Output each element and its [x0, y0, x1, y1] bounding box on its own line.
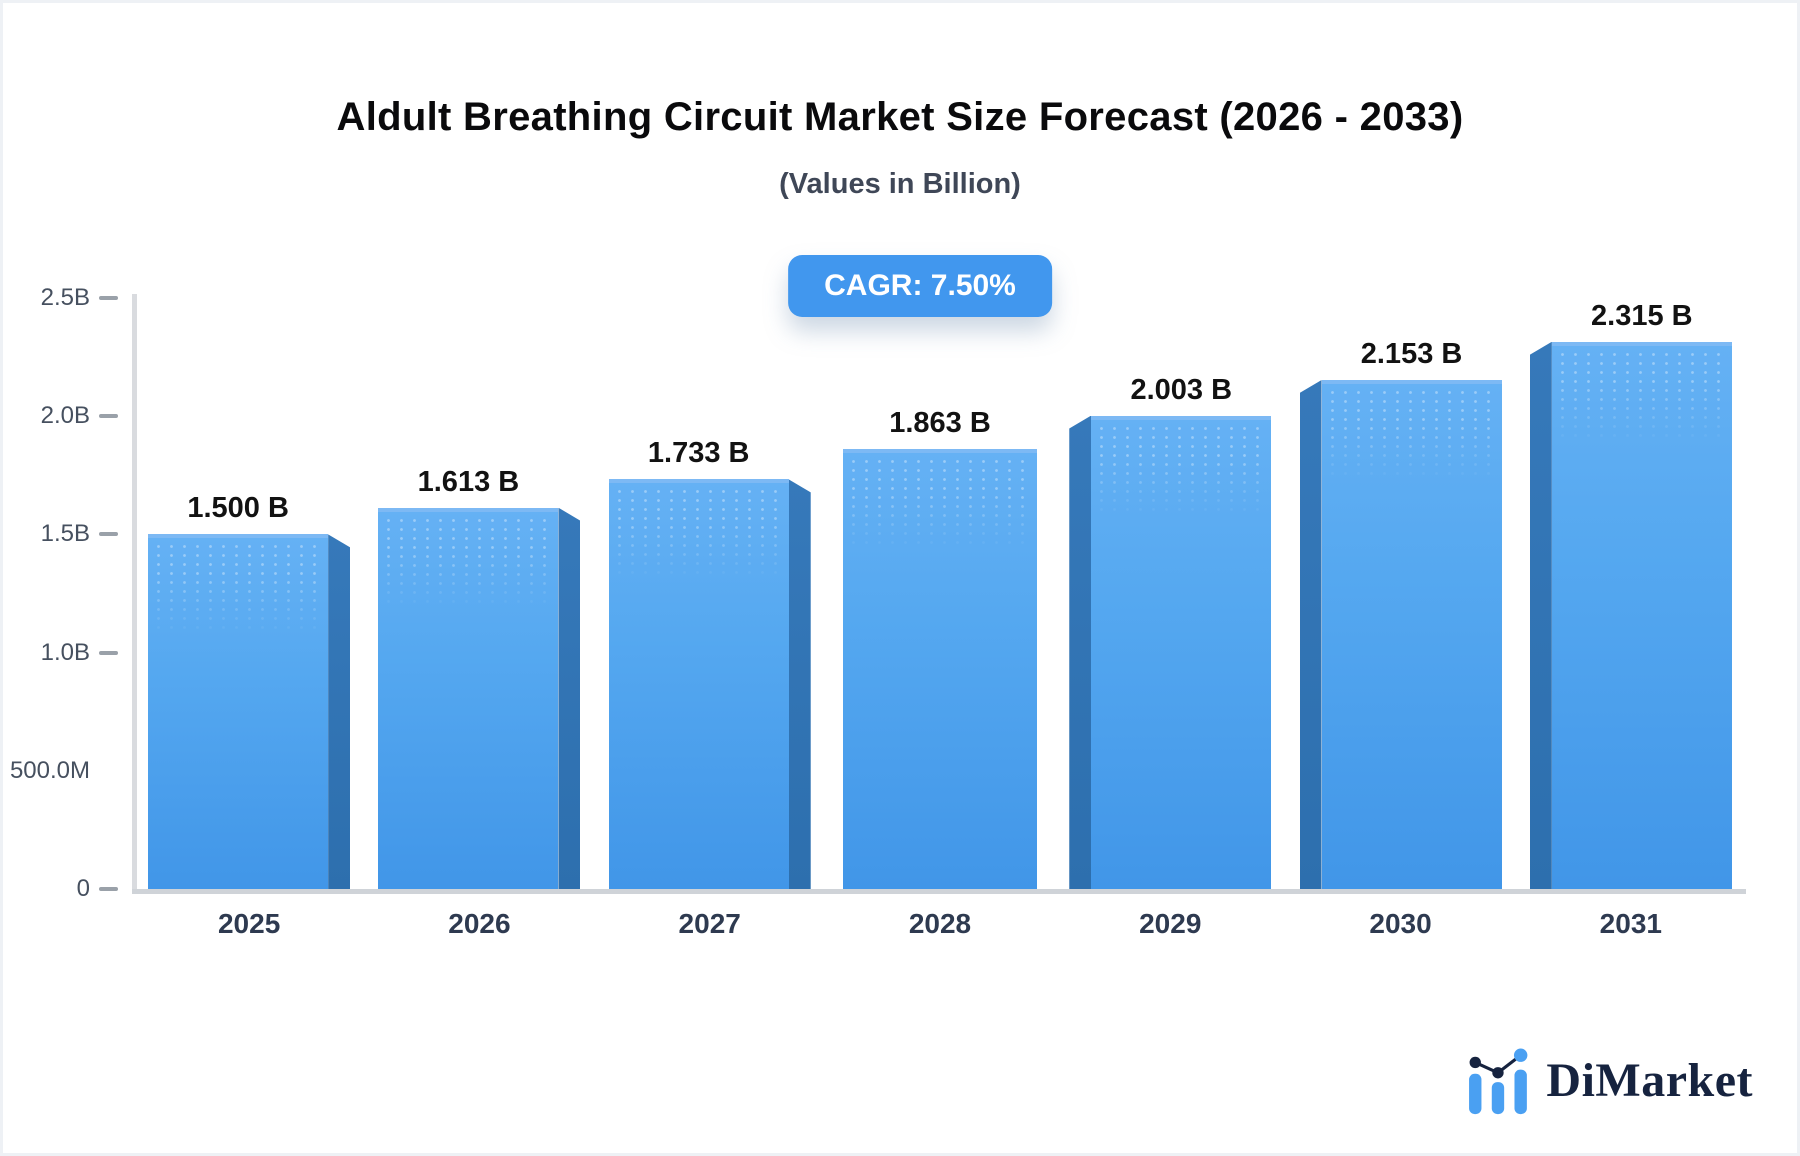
y-tick-dash — [99, 296, 118, 300]
value-label-2030: 2.153 B — [1360, 338, 1463, 371]
bar-side-3d — [1529, 341, 1552, 889]
bar-face — [1321, 380, 1502, 889]
bar-chart-icon — [1469, 1048, 1528, 1115]
value-label-2029: 2.003 B — [1130, 373, 1233, 406]
bar-slot: 1.613 B — [364, 298, 594, 889]
bar-2028: 1.863 B — [839, 407, 1041, 889]
bar-slot: 2.153 B — [1285, 298, 1515, 889]
bar-face — [608, 479, 789, 889]
bar-slot: 1.733 B — [595, 298, 825, 889]
bar-slot: 1.863 B — [825, 298, 1055, 889]
bar-face — [148, 534, 329, 889]
bar-2026: 1.613 B — [378, 466, 581, 889]
value-label-2028: 1.863 B — [889, 406, 991, 439]
bar-2029: 2.003 B — [1069, 374, 1272, 889]
value-label-2031: 2.315 B — [1591, 299, 1693, 332]
x-axis-line — [132, 889, 1746, 894]
x-label-2030: 2030 — [1369, 908, 1432, 939]
bar-2027: 1.733 B — [608, 437, 811, 889]
bar-side-3d — [558, 507, 581, 889]
bar-face — [842, 448, 1037, 889]
y-tick-label: 2.5B — [40, 284, 90, 311]
x-label-2026: 2026 — [448, 908, 511, 939]
x-label-2029: 2029 — [1139, 908, 1202, 939]
bar-side-3d — [788, 479, 811, 889]
bars-container: 1.500 B 1.613 B 1.733 B 1.863 B 2.003 B 2.153… — [134, 298, 1746, 889]
chart-subtitle: (Values in Billion) — [779, 168, 1021, 200]
chart-title: Aldult Breathing Circuit Market Size For… — [336, 95, 1464, 139]
bar-side-3d — [328, 534, 351, 889]
bar-side-3d — [1069, 415, 1092, 889]
y-tick-dash — [99, 650, 118, 655]
x-label-2031: 2031 — [1599, 908, 1662, 939]
bar-2030: 2.153 B — [1299, 338, 1502, 889]
bar-face — [378, 507, 559, 889]
y-tick-label: 0 — [76, 875, 90, 902]
bar-face — [1091, 415, 1272, 889]
x-label-2025: 2025 — [217, 908, 281, 939]
bar-slot: 1.500 B — [134, 298, 364, 889]
x-label-2028: 2028 — [908, 908, 972, 939]
y-tick-label: 2.0B — [40, 402, 90, 430]
y-tick-label: 1.5B — [40, 520, 90, 548]
plot-area: 2.5B 2.0B 1.5B 1.0B 500.0M 0 1.500 B 1.613 B 1.… — [10, 284, 1746, 902]
y-tick-label: 500.0M — [9, 756, 90, 784]
bar-2025: 1.500 B — [148, 492, 351, 889]
dimarket-logo: DiMarket — [1467, 1045, 1753, 1115]
bar-slot: 2.315 B — [1516, 298, 1746, 889]
y-tick-label: 1.0B — [40, 638, 90, 666]
value-label-2027: 1.733 B — [647, 437, 750, 470]
bar-side-3d — [1299, 380, 1322, 889]
value-label-2025: 1.500 B — [187, 492, 289, 525]
logo-text: DiMarket — [1546, 1053, 1753, 1107]
y-tick-dash — [99, 887, 118, 891]
cagr-badge: CAGR: 7.50% — [788, 255, 1052, 317]
bar-2031: 2.315 B — [1529, 300, 1732, 889]
bar-face — [1551, 341, 1732, 889]
y-axis-line — [132, 294, 137, 894]
y-tick-dash — [99, 532, 118, 537]
bar-slot: 2.003 B — [1055, 298, 1285, 889]
x-axis-labels: 2025 2026 2027 2028 2029 2030 2031 — [134, 908, 1746, 940]
x-label-2027: 2027 — [678, 908, 741, 939]
y-tick-dash — [99, 414, 118, 419]
value-label-2026: 1.613 B — [417, 465, 520, 498]
